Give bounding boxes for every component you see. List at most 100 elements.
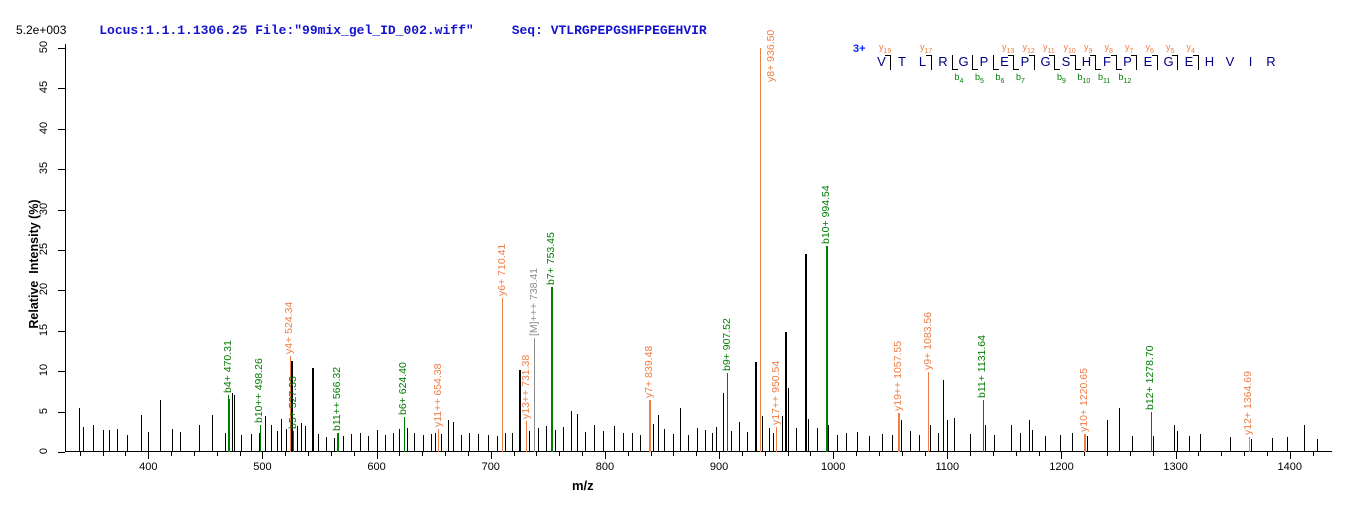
annotated-peak: [1248, 437, 1251, 452]
peak: [343, 435, 344, 452]
peak: [460, 435, 462, 452]
x-minor-tick: [285, 452, 287, 456]
annotated-peak: [437, 428, 440, 452]
annotated-peak: [1084, 434, 1086, 452]
peak: [704, 430, 706, 452]
peak: [747, 431, 749, 452]
peak: [1153, 435, 1155, 452]
y-ion-mark: y11: [1043, 42, 1055, 55]
cleavage-bracket: [1028, 55, 1035, 70]
peak: [271, 424, 273, 452]
peak: [422, 435, 424, 452]
annotated-peak: [337, 433, 339, 452]
x-major-tick: [1289, 452, 1291, 459]
x-minor-tick: [810, 452, 812, 456]
peak: [258, 432, 260, 452]
x-tick-label: 1000: [820, 461, 846, 473]
annotated-peak: [759, 48, 762, 452]
y-tick-label: 40: [38, 121, 50, 134]
peak: [594, 425, 596, 452]
peak: [241, 435, 243, 452]
peak: [93, 425, 95, 452]
peak-label: b12+ 1278.70: [1144, 345, 1157, 410]
x-tick-label: 900: [709, 461, 729, 473]
peak: [1304, 425, 1306, 452]
y-tick: [58, 330, 65, 332]
x-minor-tick: [1152, 452, 1154, 456]
b-ion-mark: b4: [954, 72, 964, 85]
x-minor-tick: [764, 452, 766, 456]
peak: [1316, 439, 1318, 452]
x-minor-tick: [422, 452, 424, 456]
peak: [147, 431, 149, 452]
b-ion-mark: b6: [995, 72, 1005, 85]
peak: [1251, 439, 1253, 452]
peak-label: b7+ 753.45: [544, 232, 557, 286]
peak: [505, 433, 507, 452]
x-minor-tick: [1038, 452, 1040, 456]
peak: [281, 418, 283, 452]
peak: [1286, 437, 1288, 452]
peak: [325, 436, 327, 452]
peak: [448, 419, 450, 452]
x-minor-tick: [970, 452, 972, 456]
annotated-peak: [525, 421, 528, 452]
peak: [1059, 435, 1061, 452]
residue: P: [979, 54, 989, 69]
peak: [622, 433, 624, 452]
y-ion-mark: y19: [879, 42, 892, 55]
x-major-tick: [604, 452, 606, 459]
peak: [360, 432, 362, 452]
y-ion-mark: y6: [1145, 42, 1154, 55]
residue: E: [1184, 54, 1194, 69]
x-major-tick: [1061, 452, 1063, 459]
peak-label: y19++ 1057.55: [891, 341, 904, 412]
peak: [837, 435, 839, 452]
peak: [229, 399, 231, 452]
peak: [435, 432, 437, 452]
x-minor-tick: [513, 452, 515, 456]
y-ion-mark: y4: [1186, 42, 1195, 55]
peak: [233, 394, 235, 452]
peak: [453, 422, 455, 452]
header-locus-file: Locus:1.1.1.1306.25 File:"99mix_gel_ID_0…: [99, 23, 474, 38]
b-ion-mark: b7: [1016, 72, 1025, 85]
y-tick: [58, 169, 65, 171]
peak: [711, 433, 713, 452]
residue: E: [1143, 54, 1153, 69]
y-tick: [58, 452, 65, 453]
peak: [631, 432, 633, 452]
peak-label: y6+ 710.41: [495, 243, 508, 296]
x-minor-tick: [445, 452, 447, 456]
b-ion-mark: b9: [1057, 72, 1066, 85]
peak: [487, 435, 489, 452]
peak-label: b11++ 566.32: [331, 367, 344, 432]
cleavage-bracket: [972, 55, 978, 70]
x-minor-tick: [1266, 452, 1268, 456]
peak-label: y8+ 936.50: [764, 29, 777, 82]
x-minor-tick: [559, 452, 561, 456]
x-major-tick: [490, 452, 492, 459]
annotated-peak: [826, 245, 828, 452]
peak: [171, 429, 173, 452]
peak: [993, 435, 995, 452]
spectrum-plot: Relative Intensity (%) 400 500 600 700 800 90…: [27, 30, 1332, 473]
x-minor-tick: [1198, 452, 1200, 456]
peak: [937, 432, 939, 452]
peak-label: b4+ 470.31: [221, 340, 234, 394]
precursor-charge: 3+: [853, 43, 866, 55]
x-tick-label: 1100: [935, 461, 960, 473]
peak: [103, 430, 105, 452]
peak: [317, 434, 319, 452]
y-tick-label: 30: [38, 202, 50, 215]
x-minor-tick: [673, 452, 675, 456]
peak-label: y7+ 839.48: [642, 346, 655, 399]
peak: [1119, 408, 1121, 452]
peak: [985, 424, 987, 452]
x-minor-tick: [125, 452, 127, 456]
peak: [78, 408, 80, 452]
peak-label: y13++ 731.38: [519, 355, 532, 420]
x-minor-tick: [878, 452, 880, 456]
peak: [910, 430, 912, 452]
